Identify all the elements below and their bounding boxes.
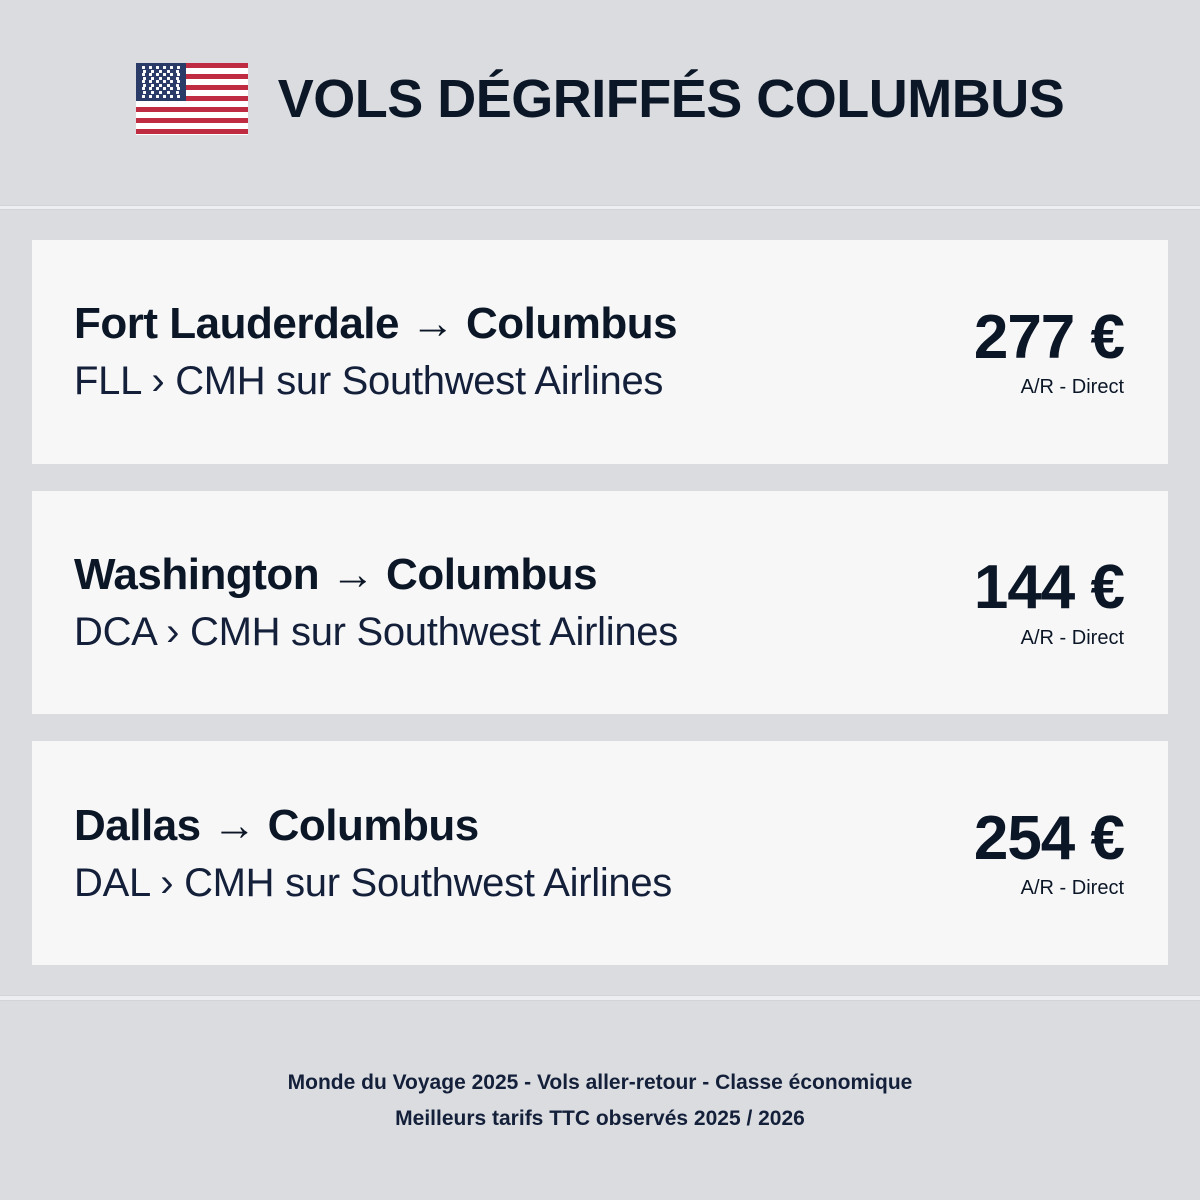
flight-price-note: A/R - Direct: [1020, 375, 1124, 398]
page-header: VOLS DÉGRIFFÉS COLUMBUS: [0, 0, 1200, 205]
flight-price-block: 277 € A/R - Direct: [950, 302, 1125, 399]
flight-list: Fort Lauderdale → Columbus FLL › CMH sur…: [0, 210, 1200, 995]
header-divider: [0, 205, 1200, 210]
flight-info: Washington → Columbus DCA › CMH sur Sout…: [74, 547, 950, 658]
flight-route: Dallas → Columbus: [74, 800, 479, 850]
flag-stars: [136, 63, 186, 102]
flag-stripes: [135, 62, 248, 135]
flight-route: Washington → Columbus: [74, 550, 598, 599]
flight-card[interactable]: Dallas → Columbus DAL › CMH sur Southwes…: [32, 741, 1168, 966]
footer-line-1: Monde du Voyage 2025 - Vols aller-retour…: [287, 1071, 913, 1094]
flag-canton: [135, 62, 186, 102]
footer-line-2: Meilleurs tarifs TTC observés 2025 / 202…: [395, 1106, 805, 1130]
flight-detail: DCA › CMH sur Southwest Airlines: [74, 610, 678, 654]
flight-info: Fort Lauderdale → Columbus FLL › CMH sur…: [74, 296, 950, 407]
flight-info: Dallas → Columbus DAL › CMH sur Southwes…: [74, 798, 950, 909]
flight-detail: FLL › CMH sur Southwest Airlines: [74, 359, 664, 404]
flight-card[interactable]: Washington → Columbus DCA › CMH sur Sout…: [32, 490, 1168, 715]
page-footer: Monde du Voyage 2025 - Vols aller-retour…: [0, 1001, 1200, 1200]
flight-price-block: 254 € A/R - Direct: [950, 804, 1125, 900]
footer-divider: [0, 995, 1200, 1001]
flight-price: 254 €: [973, 804, 1125, 874]
flight-card[interactable]: Fort Lauderdale → Columbus FLL › CMH sur…: [32, 240, 1168, 464]
us-flag-icon: [135, 62, 248, 135]
flight-price-block: 144 € A/R - Direct: [950, 553, 1125, 649]
flight-route: Fort Lauderdale → Columbus: [74, 299, 678, 349]
flight-detail: DAL › CMH sur Southwest Airlines: [74, 860, 672, 905]
flight-price-note: A/R - Direct: [1020, 877, 1124, 900]
flight-price-note: A/R - Direct: [1020, 626, 1124, 649]
page-title: VOLS DÉGRIFFÉS COLUMBUS: [277, 68, 1065, 129]
flight-price: 277 €: [973, 302, 1125, 372]
flight-price: 144 €: [973, 553, 1125, 623]
